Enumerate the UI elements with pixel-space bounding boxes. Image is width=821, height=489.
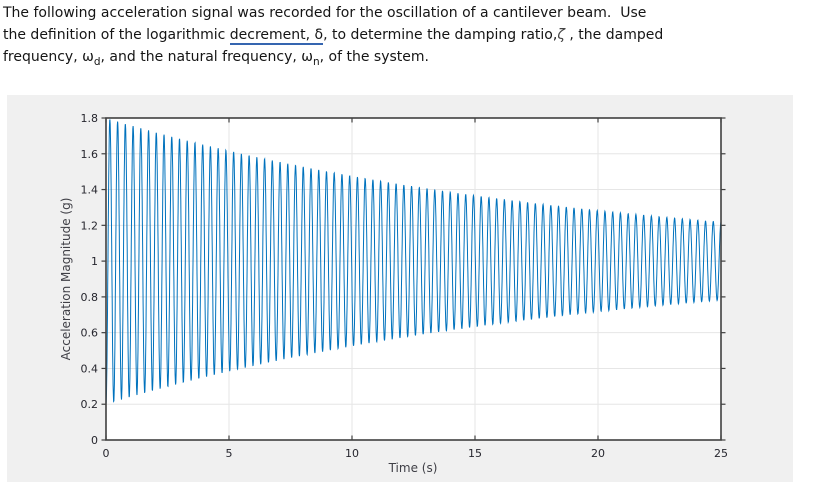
y-tick-label: 1.4 xyxy=(81,184,99,197)
signal-trace xyxy=(105,119,722,405)
text-segment: , and the natural frequency, xyxy=(100,49,302,65)
y-tick-label: 1.2 xyxy=(81,219,99,232)
x-axis-title: Time (s) xyxy=(388,461,438,475)
text-segment: ω xyxy=(82,49,94,65)
text-segment: frequency, xyxy=(3,49,83,65)
problem-statement: The following acceleration signal was re… xyxy=(3,2,818,68)
text-segment: ω xyxy=(301,49,313,65)
x-tick-label: 10 xyxy=(345,447,359,460)
x-tick-label: 25 xyxy=(714,447,728,460)
acceleration-signal-plot: 0 5 10 15 20 25 0 0.2 0.4 0.6 0.8 1 1.2 1.4 1.6 1.8 Tim… xyxy=(59,112,728,475)
text-segment: , the damped xyxy=(564,27,664,43)
text-segment: ζ xyxy=(557,27,565,43)
y-tick-label: 0.6 xyxy=(81,327,99,340)
text-segment: d xyxy=(93,55,101,68)
text-segment: n xyxy=(313,55,320,68)
y-axis-title: Acceleration Magnitude (g) xyxy=(59,198,73,361)
y-tick-label: 0.8 xyxy=(81,291,99,304)
y-tick-label: 0.2 xyxy=(81,398,99,411)
text-segment: , of the system. xyxy=(319,49,429,65)
text-segment: The following acceleration signal was re… xyxy=(3,5,647,21)
text-segment: the definition of the logarithmic xyxy=(3,27,230,43)
y-tick-label: 1.6 xyxy=(81,148,99,161)
figure-panel: 0 5 10 15 20 25 0 0.2 0.4 0.6 0.8 1 1.2 1.4 1.6 1.8 Tim… xyxy=(7,95,793,482)
x-tick-label: 5 xyxy=(226,447,233,460)
plot-box xyxy=(105,117,722,441)
x-tick-label: 0 xyxy=(103,447,110,460)
y-tick-label: 1.8 xyxy=(81,112,99,125)
x-tick-label: 15 xyxy=(468,447,482,460)
x-tick-label: 20 xyxy=(591,447,605,460)
y-tick-label: 0.4 xyxy=(81,362,99,375)
text-segment: decrement, δ xyxy=(229,27,324,45)
text-segment: , to determine the damping ratio, xyxy=(323,27,558,43)
y-tick-label: 1 xyxy=(91,255,98,268)
y-tick-label: 0 xyxy=(91,434,98,447)
